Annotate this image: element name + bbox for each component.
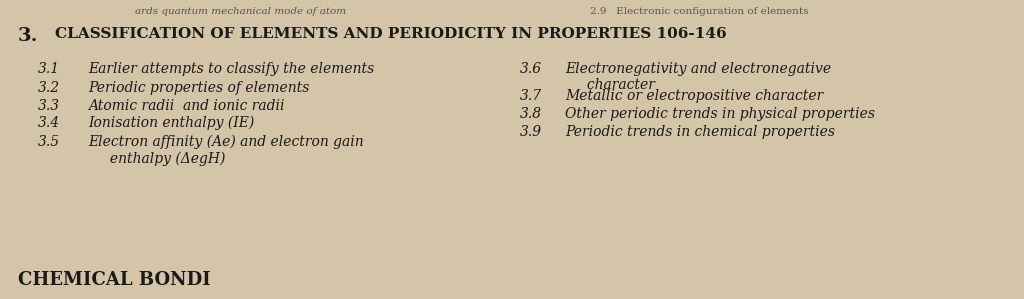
Text: 3.9: 3.9 bbox=[520, 125, 542, 139]
Text: 3.1: 3.1 bbox=[38, 62, 60, 76]
Text: 3.5: 3.5 bbox=[38, 135, 60, 149]
Text: Ionisation enthalpy (IE): Ionisation enthalpy (IE) bbox=[88, 116, 254, 130]
Text: 3.3: 3.3 bbox=[38, 99, 60, 113]
Text: ards quantum mechanical mode of atom: ards quantum mechanical mode of atom bbox=[135, 7, 346, 16]
Text: Earlier attempts to classify the elements: Earlier attempts to classify the element… bbox=[88, 62, 374, 76]
Text: Periodic trends in chemical properties: Periodic trends in chemical properties bbox=[565, 125, 835, 139]
Text: 3.6: 3.6 bbox=[520, 62, 542, 76]
Text: Other periodic trends in physical properties: Other periodic trends in physical proper… bbox=[565, 107, 874, 121]
Text: 3.2: 3.2 bbox=[38, 81, 60, 95]
Text: Metallic or electropositive character: Metallic or electropositive character bbox=[565, 89, 823, 103]
Text: 3.7: 3.7 bbox=[520, 89, 542, 103]
Text: 3.4: 3.4 bbox=[38, 116, 60, 130]
Text: CLASSIFICATION OF ELEMENTS AND PERIODICITY IN PROPERTIES 106-146: CLASSIFICATION OF ELEMENTS AND PERIODICI… bbox=[55, 27, 727, 41]
Text: 3.: 3. bbox=[18, 27, 39, 45]
Text: Electronegativity and electronegative
     character: Electronegativity and electronegative ch… bbox=[565, 62, 831, 92]
Text: Electron affinity (Ae) and electron gain
     enthalpy (ΔegH): Electron affinity (Ae) and electron gain… bbox=[88, 135, 364, 166]
Text: 3.8: 3.8 bbox=[520, 107, 542, 121]
Text: CHEMICAL BONDI: CHEMICAL BONDI bbox=[18, 271, 211, 289]
Text: Periodic properties of elements: Periodic properties of elements bbox=[88, 81, 309, 95]
Text: 2.9   Electronic configuration of elements: 2.9 Electronic configuration of elements bbox=[590, 7, 809, 16]
Text: Atomic radii  and ionic radii: Atomic radii and ionic radii bbox=[88, 99, 285, 113]
